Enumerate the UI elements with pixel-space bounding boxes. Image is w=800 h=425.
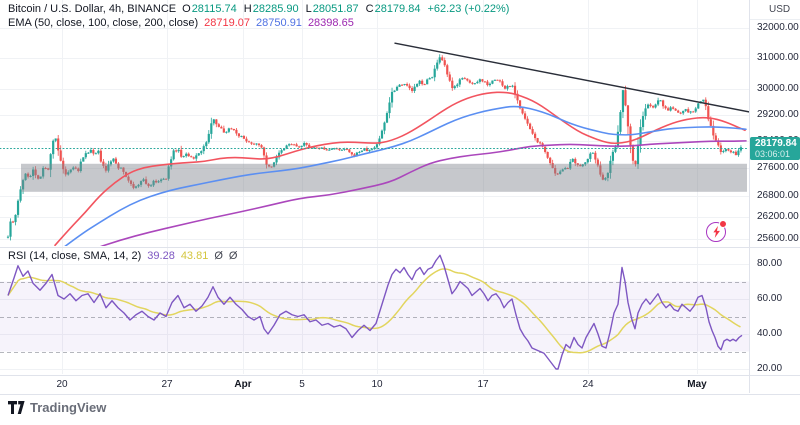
time-tick-label: 5 <box>299 379 305 390</box>
time-axis[interactable]: 20 27 Apr 5 10 17 24 May <box>0 375 800 395</box>
footer: TradingView <box>0 394 800 425</box>
price-tick-label: 25600.00 <box>757 233 799 244</box>
rsi-empty-value-1: Ø <box>214 250 223 262</box>
lightning-bolt-icon <box>712 225 720 238</box>
ema50-value: 28719.07 <box>204 17 251 29</box>
price-tick-label: 27600.00 <box>757 161 799 173</box>
rsi-sma-value: 43.81 <box>180 250 209 262</box>
rsi-tick-label: 60.00 <box>757 293 783 304</box>
time-tick-label: Apr <box>234 379 252 390</box>
price-tick-label: 26800.00 <box>757 189 799 201</box>
change-value: +62.23 (+0.22%) <box>427 3 510 15</box>
time-tick-label: 27 <box>161 379 173 390</box>
price-tick-label: 32000.00 <box>757 22 799 33</box>
time-tick-label: 24 <box>582 379 594 390</box>
boost-button[interactable] <box>706 220 727 242</box>
high-value: 28285.90 <box>252 3 299 15</box>
currency-label: USD <box>769 4 791 15</box>
time-tick-label: 10 <box>371 379 383 390</box>
bar-countdown: 03:06:01 <box>755 149 791 160</box>
close-value: 28179.84 <box>374 3 421 15</box>
price-tick-label: 31000.00 <box>757 52 799 64</box>
ema-title: EMA (50, close, 100, close, 200, close) <box>8 17 199 29</box>
open-value: 28115.74 <box>191 3 237 15</box>
tradingview-logo[interactable]: TradingView <box>8 400 106 415</box>
price-tick-label: 29200.00 <box>757 108 799 120</box>
price-axis-border <box>749 0 750 393</box>
open-label: O <box>182 3 191 15</box>
ema200-value: 28398.65 <box>307 17 354 29</box>
time-tick-label: 17 <box>477 379 489 390</box>
price-tick-label: 26200.00 <box>757 211 799 223</box>
rsi-tick-label: 40.00 <box>757 328 783 339</box>
ema100-value: 28750.91 <box>256 17 302 29</box>
time-tick-label: May <box>687 379 707 390</box>
tradingview-logo-icon <box>8 401 25 414</box>
symbol-legend: Bitcoin / U.S. Dollar, 4h, BINANCE O28115… <box>8 3 515 16</box>
time-tick-label: 20 <box>56 379 68 390</box>
rsi-tick-label: 80.00 <box>757 258 783 269</box>
ema-legend: EMA (50, close, 100, close, 200, close) 2… <box>8 17 360 30</box>
notification-dot <box>719 220 727 228</box>
low-label: L <box>305 3 312 15</box>
rsi-legend: RSI (14, close, SMA, 14, 2) 39.28 43.81 Ø Ø <box>8 250 243 263</box>
rsi-empty-value-2: Ø <box>228 250 238 262</box>
high-label: H <box>243 3 252 15</box>
currency-separator <box>750 19 800 20</box>
pane-separator <box>0 247 800 248</box>
tradingview-logo-text: TradingView <box>30 400 107 415</box>
close-label: C <box>365 3 374 15</box>
price-tick-label: 30000.00 <box>757 83 799 95</box>
price-axis[interactable]: USD 28179.84 03:06:01 32000.00 31000.00 30… <box>750 0 800 375</box>
low-value: 28051.87 <box>312 3 359 15</box>
symbol-title: Bitcoin / U.S. Dollar, 4h, BINANCE <box>8 3 177 15</box>
rsi-tick-label: 20.00 <box>757 363 783 374</box>
last-price-value: 28179.84 <box>755 138 797 150</box>
rsi-title: RSI (14, close, SMA, 14, 2) <box>8 250 142 262</box>
rsi-value: 39.28 <box>147 250 175 262</box>
last-price-badge: 28179.84 03:06:01 <box>750 137 800 161</box>
